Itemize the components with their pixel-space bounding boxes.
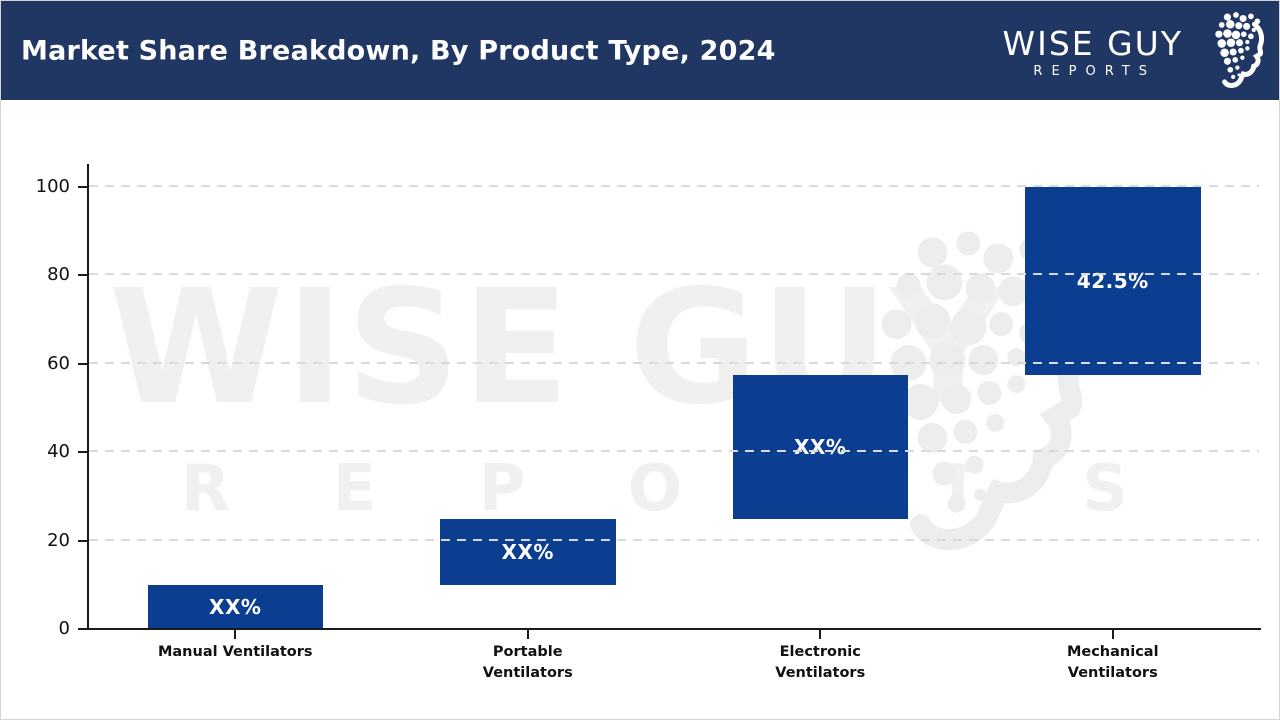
- y-tick-mark: [78, 539, 87, 542]
- y-tick-label: 80: [47, 264, 70, 286]
- x-tick-mark: [234, 630, 237, 639]
- gridline: [89, 450, 1259, 453]
- gridline: [89, 361, 1259, 364]
- bar-column: XX%: [382, 187, 675, 629]
- logo-subtitle: REPORTS: [1033, 63, 1157, 79]
- x-tick-mark: [1111, 630, 1114, 639]
- x-axis-labels: Manual Ventilators Portable Ventilators El…: [89, 642, 1259, 684]
- bar-value-label: XX%: [209, 594, 262, 619]
- bar-value-label: XX%: [501, 539, 554, 564]
- bar-value-label: 42.5%: [1076, 268, 1149, 293]
- y-axis: 0 20 40 60 80 100: [1, 178, 87, 638]
- bar-segment: XX%: [732, 374, 908, 519]
- gridline: [89, 273, 1259, 276]
- x-tick-mark: [526, 630, 529, 639]
- x-axis-line: [87, 628, 1261, 630]
- x-axis-label: Manual Ventilators: [157, 644, 313, 660]
- y-tick-label: 0: [58, 618, 70, 639]
- bar-segment: 42.5%: [1025, 187, 1201, 375]
- header: Market Share Breakdown, By Product Type,…: [1, 1, 1279, 100]
- logo-wordmark: WISE GUY: [1002, 24, 1183, 64]
- dotted-head-profile-icon: [1215, 12, 1264, 88]
- y-tick-label: 40: [47, 441, 70, 463]
- wiseguy-logo: WISE GUY REPORTS: [1002, 10, 1267, 94]
- x-axis-label: Mechanical Ventilators: [1066, 644, 1159, 682]
- x-axis-label: Portable Ventilators: [482, 644, 573, 682]
- y-tick-mark: [78, 362, 87, 365]
- bar-column: 42.5%: [967, 187, 1260, 629]
- gridline: [89, 185, 1259, 187]
- x-tick-mark: [819, 630, 822, 639]
- bar-segment: XX%: [440, 518, 616, 585]
- bar-column: XX%: [674, 187, 967, 629]
- x-axis-label: Electronic Ventilators: [775, 644, 866, 682]
- plot-area: XX% XX% XX% 42.5%: [89, 185, 1260, 629]
- bar-column: XX%: [89, 187, 382, 629]
- logo-text: WISE GUY REPORTS: [1002, 25, 1183, 79]
- bar-segment: XX%: [147, 584, 323, 629]
- y-tick-mark: [78, 274, 87, 277]
- y-tick-label: 60: [47, 352, 70, 374]
- gridline: [89, 538, 1259, 541]
- y-tick-mark: [78, 451, 87, 454]
- y-tick-mark: [78, 628, 87, 630]
- x-axis-ticks: [89, 630, 1259, 639]
- y-tick-label: 20: [47, 529, 70, 551]
- page-title: Market Share Breakdown, By Product Type,…: [21, 35, 776, 66]
- bar-value-label: XX%: [794, 434, 847, 459]
- y-axis-line: [87, 164, 89, 629]
- y-tick-mark: [78, 186, 87, 188]
- y-tick-label: 100: [35, 176, 70, 197]
